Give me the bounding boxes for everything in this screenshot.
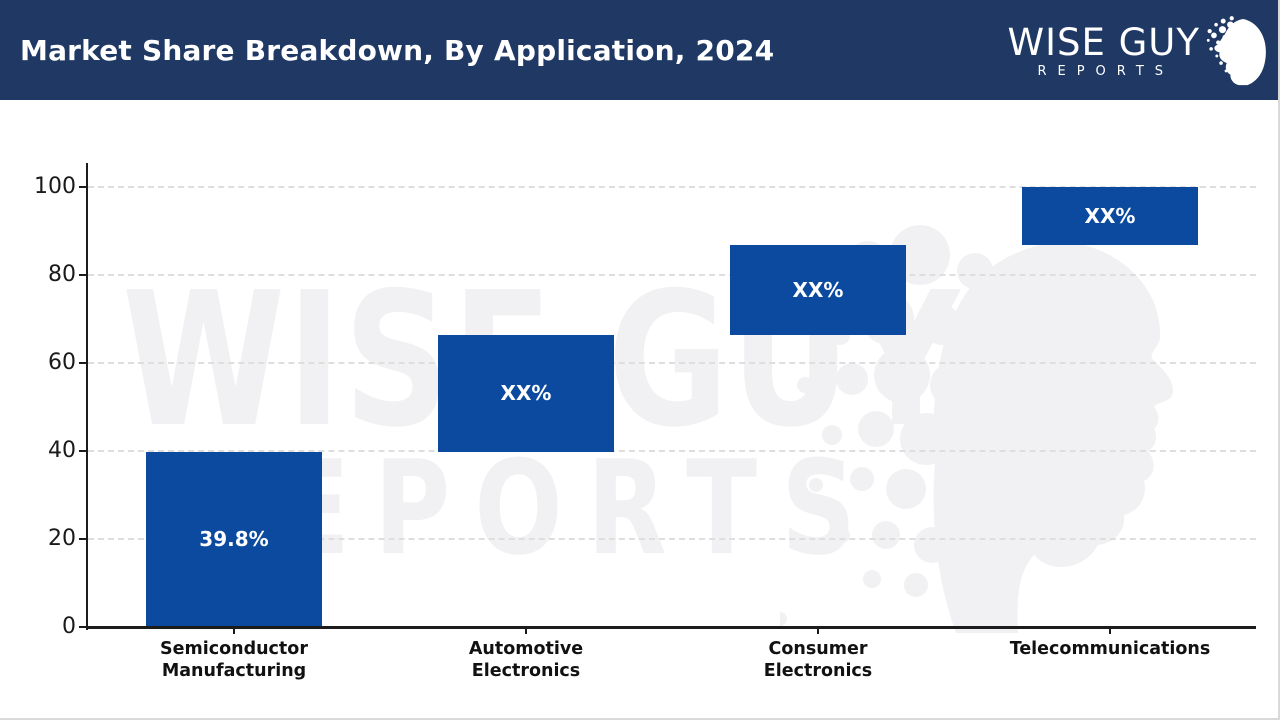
category-label-line: Automotive xyxy=(468,639,584,659)
x-tick-mark xyxy=(1109,627,1111,634)
gridline-40 xyxy=(88,450,1256,452)
y-axis-line xyxy=(86,163,88,630)
y-tick-mark xyxy=(79,362,88,364)
y-tick-label: 80 xyxy=(48,262,76,287)
logo-wordmark: WISE GUY xyxy=(1007,20,1200,64)
gridline-80 xyxy=(88,274,1256,276)
bar-semiconductor-manufacturing: 39.8% xyxy=(146,451,322,627)
category-label-consumer-electronics: Consumer Electronics xyxy=(678,639,958,682)
category-label-line: Consumer xyxy=(768,639,868,659)
x-tick-mark xyxy=(233,627,235,634)
category-label-semiconductor-manufacturing: Semiconductor Manufacturing xyxy=(94,639,374,682)
y-tick-label: 20 xyxy=(48,526,76,551)
y-tick-label: 60 xyxy=(48,350,76,375)
gridline-20 xyxy=(88,538,1256,540)
wiseguy-logo-text: WISE GUY REPORTS xyxy=(1008,24,1200,79)
page-title: Market Share Breakdown, By Application, … xyxy=(20,33,775,67)
y-tick-label: 40 xyxy=(48,438,76,463)
category-label-telecommunications: Telecommunications xyxy=(970,639,1250,661)
y-tick-mark xyxy=(79,538,88,540)
category-label-line: Manufacturing xyxy=(161,660,307,681)
bar-value-label: XX% xyxy=(792,277,844,302)
y-tick-mark xyxy=(79,450,88,452)
category-label-line: Electronics xyxy=(471,660,581,681)
y-tick-mark xyxy=(79,626,88,628)
y-tick-mark xyxy=(79,186,88,188)
y-tick-label: 0 xyxy=(62,614,76,639)
logo-subtitle: REPORTS xyxy=(1037,63,1175,79)
gridline-100 xyxy=(88,186,1256,188)
x-tick-mark xyxy=(817,627,819,634)
wiseguy-face-icon xyxy=(1206,16,1266,86)
header-bar: Market Share Breakdown, By Application, … xyxy=(0,0,1278,100)
category-label-automotive-electronics: Automotive Electronics xyxy=(386,639,666,682)
category-label-line: Electronics xyxy=(763,660,873,681)
category-label-line: Telecommunications xyxy=(1009,639,1211,659)
bar-telecommunications: XX% xyxy=(1022,187,1198,246)
bar-consumer-electronics: XX% xyxy=(730,245,906,335)
gridline-60 xyxy=(88,362,1256,364)
x-tick-mark xyxy=(525,627,527,634)
wiseguy-logo: WISE GUY REPORTS xyxy=(1008,8,1268,94)
x-axis-line xyxy=(86,626,1256,629)
bar-value-label: XX% xyxy=(500,381,552,406)
y-tick-mark xyxy=(79,274,88,276)
y-tick-label: 100 xyxy=(34,174,76,199)
bar-value-label: 39.8% xyxy=(199,527,269,552)
bar-automotive-electronics: XX% xyxy=(438,334,614,452)
category-label-line: Semiconductor xyxy=(160,639,308,659)
bar-value-label: XX% xyxy=(1084,204,1136,229)
